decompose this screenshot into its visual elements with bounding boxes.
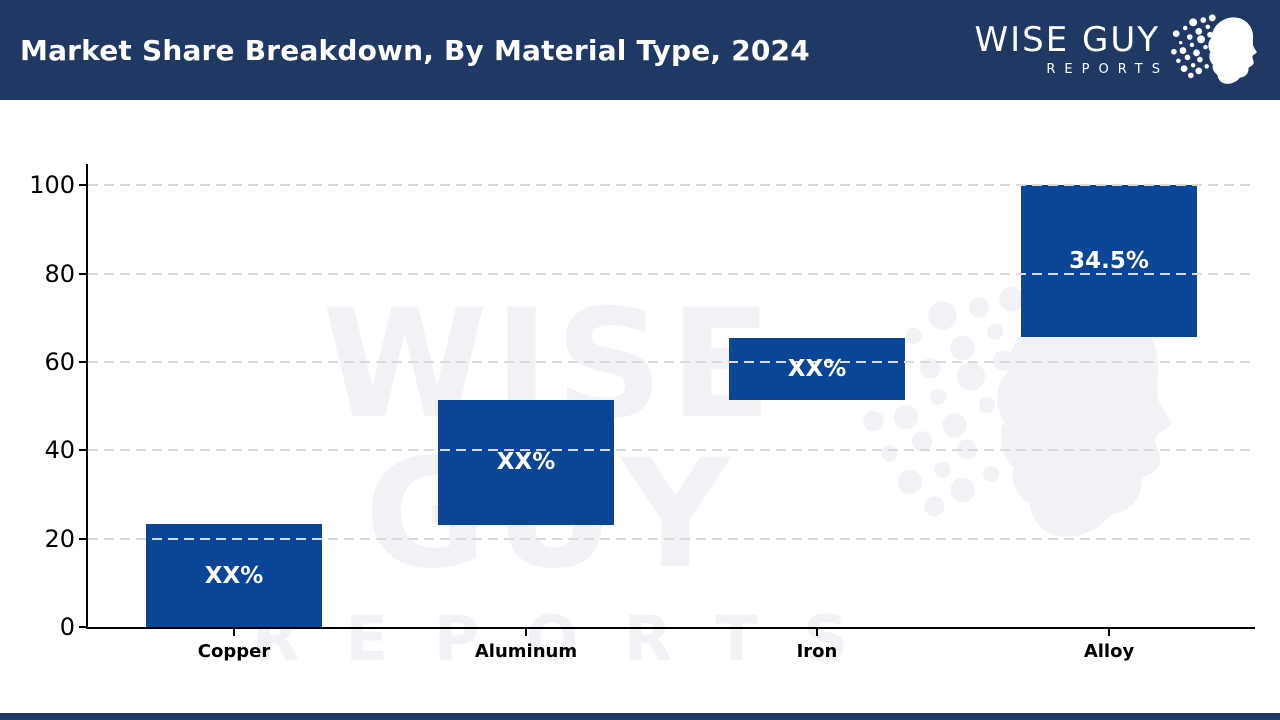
brand-face-icon bbox=[1171, 14, 1257, 84]
brand-name: WISE GUY bbox=[974, 20, 1160, 60]
x-tick-copper bbox=[233, 629, 235, 636]
bar-alloy bbox=[1021, 185, 1197, 337]
gridline-y20 bbox=[88, 538, 1255, 540]
gridline-y60 bbox=[88, 361, 1255, 363]
x-tick-alloy bbox=[1108, 629, 1110, 636]
y-tick-label-0: 0 bbox=[59, 613, 75, 641]
y-tick-60 bbox=[79, 361, 86, 363]
gridline-y40 bbox=[88, 449, 1255, 451]
y-tick-label-60: 60 bbox=[44, 348, 75, 376]
y-tick-label-20: 20 bbox=[44, 525, 75, 553]
chart-plot-area: WISE GUY REPORTS 020406080100XX%CopperXX… bbox=[0, 100, 1280, 713]
brand-text: WISE GUY REPORTS bbox=[974, 23, 1160, 77]
y-axis-line bbox=[86, 164, 88, 629]
x-category-label-iron: Iron bbox=[796, 641, 838, 662]
footer-bar bbox=[0, 713, 1280, 720]
x-category-label-copper: Copper bbox=[197, 641, 271, 662]
brand-logo: WISE GUY REPORTS bbox=[974, 7, 1262, 93]
bar-value-label-iron: XX% bbox=[787, 356, 847, 382]
x-category-label-aluminum: Aluminum bbox=[474, 641, 578, 662]
bar-value-label-alloy: 34.5% bbox=[1069, 248, 1149, 274]
bar-value-label-aluminum: XX% bbox=[496, 449, 556, 475]
bar-copper bbox=[146, 524, 322, 627]
x-tick-aluminum bbox=[525, 629, 527, 636]
gridline-y100 bbox=[88, 184, 1255, 186]
y-tick-label-80: 80 bbox=[44, 260, 75, 288]
x-axis-line bbox=[86, 627, 1255, 629]
x-category-label-alloy: Alloy bbox=[1083, 641, 1135, 662]
y-tick-40 bbox=[79, 449, 86, 451]
y-tick-0 bbox=[79, 626, 86, 628]
y-tick-100 bbox=[79, 184, 86, 186]
y-tick-label-40: 40 bbox=[44, 436, 75, 464]
bar-aluminum bbox=[438, 400, 614, 525]
bar-iron bbox=[729, 338, 905, 400]
y-tick-label-100: 100 bbox=[29, 171, 75, 199]
gridline-y80 bbox=[88, 273, 1255, 275]
chart-title: Market Share Breakdown, By Material Type… bbox=[20, 33, 810, 67]
brand-subtitle: REPORTS bbox=[1046, 62, 1169, 77]
header-bar: Market Share Breakdown, By Material Type… bbox=[0, 0, 1280, 100]
y-tick-20 bbox=[79, 538, 86, 540]
y-tick-80 bbox=[79, 273, 86, 275]
x-tick-iron bbox=[816, 629, 818, 636]
bar-value-label-copper: XX% bbox=[204, 563, 264, 589]
